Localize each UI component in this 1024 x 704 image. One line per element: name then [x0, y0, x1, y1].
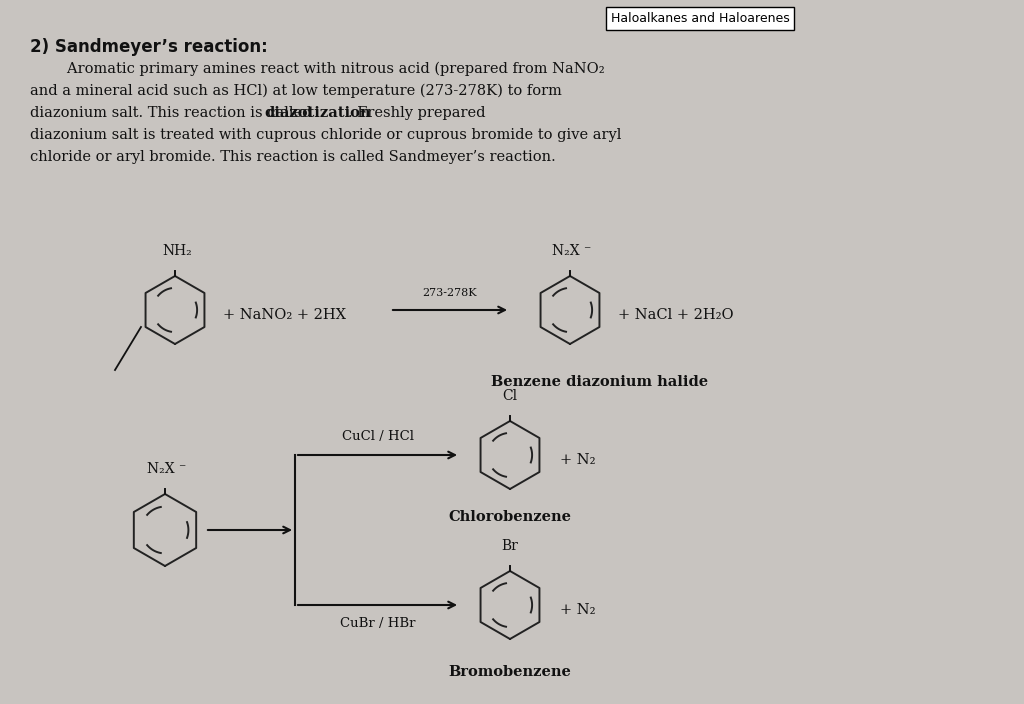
- Text: N₂X ⁻: N₂X ⁻: [552, 244, 592, 258]
- Text: CuCl / HCl: CuCl / HCl: [341, 430, 414, 443]
- Text: diazonium salt is treated with cuprous chloride or cuprous bromide to give aryl: diazonium salt is treated with cuprous c…: [30, 128, 622, 142]
- Text: Bromobenzene: Bromobenzene: [449, 665, 571, 679]
- Text: CuBr / HBr: CuBr / HBr: [340, 617, 416, 630]
- Text: Cl: Cl: [503, 389, 517, 403]
- Text: + NaNO₂ + 2HX: + NaNO₂ + 2HX: [223, 308, 346, 322]
- Text: Haloalkanes and Haloarenes: Haloalkanes and Haloarenes: [610, 11, 790, 25]
- Text: N₂X ⁻: N₂X ⁻: [147, 462, 186, 476]
- Text: 273-278K: 273-278K: [423, 288, 477, 298]
- Text: 2) Sandmeyer’s reaction:: 2) Sandmeyer’s reaction:: [30, 38, 267, 56]
- Text: Br: Br: [502, 539, 518, 553]
- Text: + N₂: + N₂: [560, 453, 596, 467]
- Text: diazonium salt. This reaction is called: diazonium salt. This reaction is called: [30, 106, 316, 120]
- Text: Aromatic primary amines react with nitrous acid (prepared from NaNO₂: Aromatic primary amines react with nitro…: [30, 62, 604, 77]
- Text: and a mineral acid such as HCl) at low temperature (273-278K) to form: and a mineral acid such as HCl) at low t…: [30, 84, 562, 99]
- Text: . Freshly prepared: . Freshly prepared: [348, 106, 486, 120]
- Text: chloride or aryl bromide. This reaction is called Sandmeyer’s reaction.: chloride or aryl bromide. This reaction …: [30, 150, 556, 164]
- Text: + NaCl + 2H₂O: + NaCl + 2H₂O: [618, 308, 733, 322]
- Text: + N₂: + N₂: [560, 603, 596, 617]
- Text: Chlorobenzene: Chlorobenzene: [449, 510, 571, 524]
- Text: diazotization: diazotization: [264, 106, 371, 120]
- Text: NH₂: NH₂: [162, 244, 191, 258]
- Text: Benzene diazonium halide: Benzene diazonium halide: [492, 375, 709, 389]
